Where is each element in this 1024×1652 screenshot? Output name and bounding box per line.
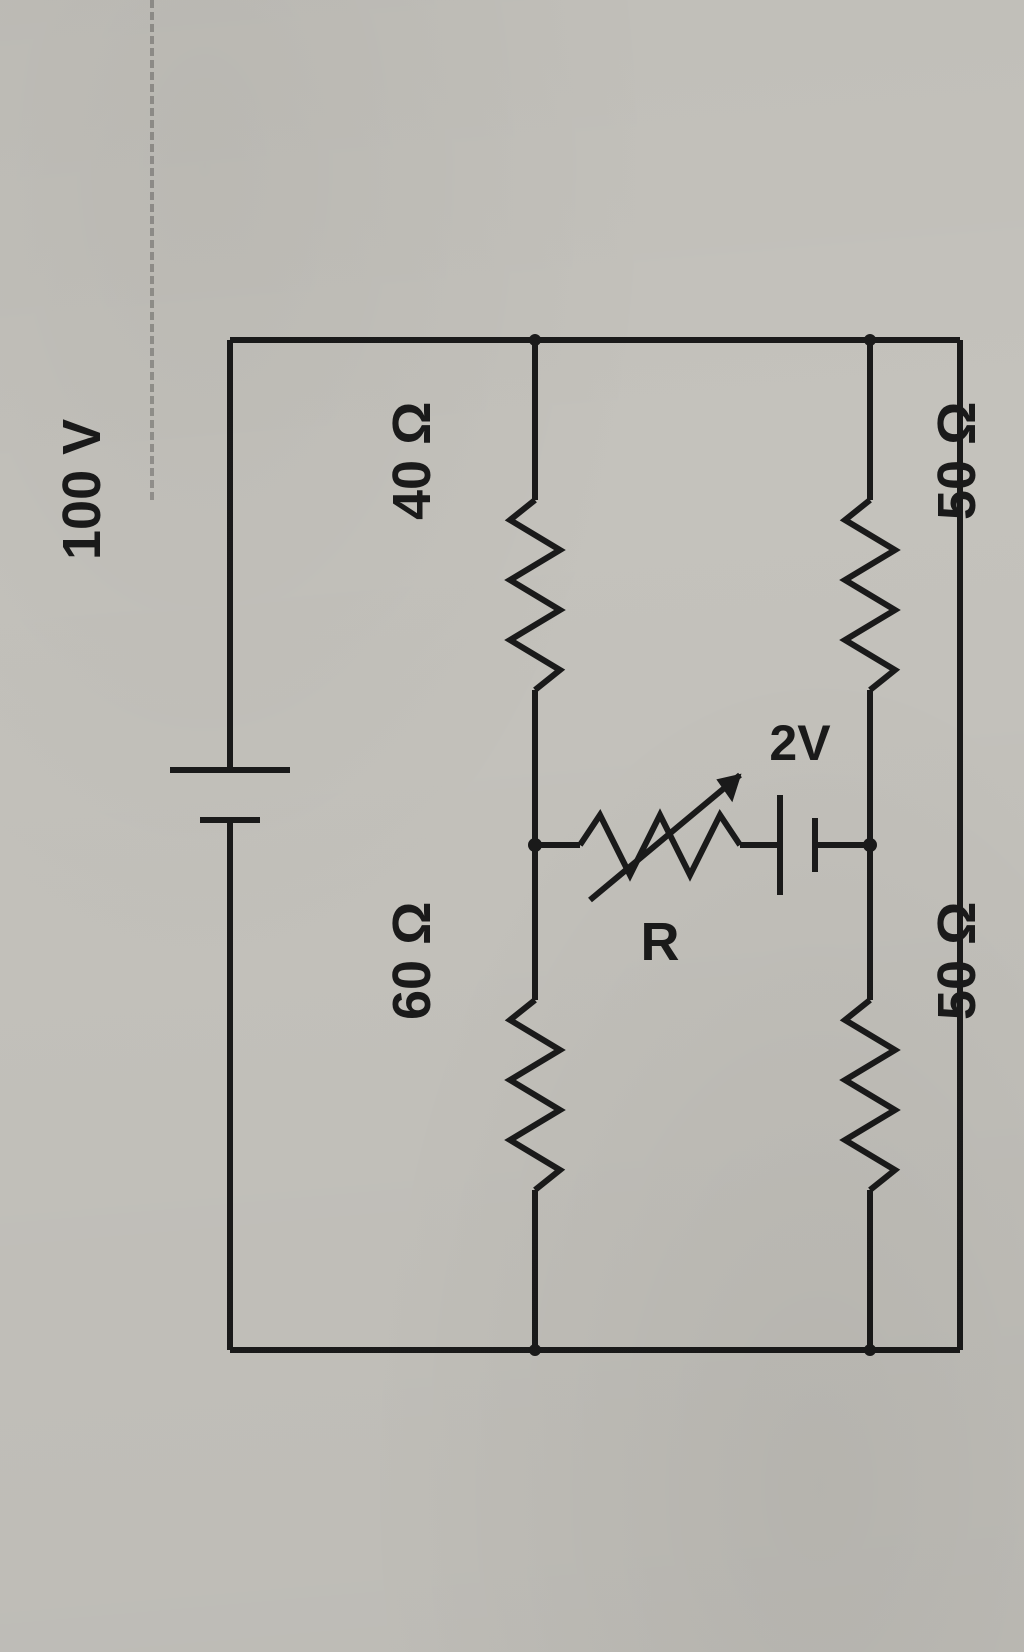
resistor-60 — [510, 845, 560, 1350]
resistor-40 — [510, 340, 560, 845]
node-tr — [864, 334, 876, 346]
label-50-top: 50 Ω — [927, 402, 987, 520]
label-r: R — [641, 912, 680, 972]
resistor-variable-r — [580, 775, 740, 900]
node-bl — [529, 1344, 541, 1356]
page-dashed-marks — [150, 0, 154, 500]
battery-2v — [780, 795, 815, 895]
node-br — [864, 1344, 876, 1356]
label-40: 40 Ω — [382, 402, 442, 520]
node-left — [528, 838, 542, 852]
resistor-50-bottom — [845, 845, 895, 1350]
node-right — [863, 838, 877, 852]
label-50-bottom: 50 Ω — [927, 902, 987, 1020]
battery-100v — [170, 340, 290, 1350]
circuit-diagram: 100 V 40 Ω 60 Ω 50 Ω 50 Ω — [0, 0, 1024, 1652]
label-100v: 100 V — [52, 419, 112, 560]
node-tl — [529, 334, 541, 346]
label-60: 60 Ω — [382, 902, 442, 1020]
label-2v: 2V — [769, 715, 831, 771]
resistor-50-top — [845, 340, 895, 845]
